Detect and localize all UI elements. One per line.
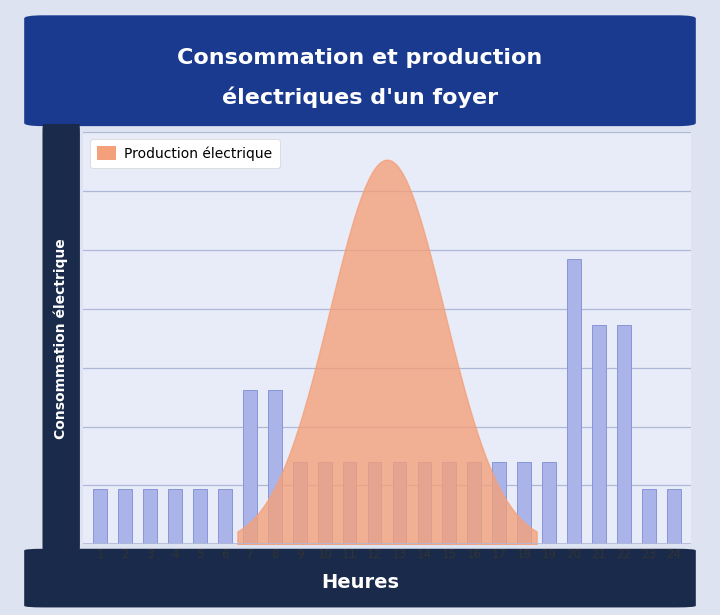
Bar bbox=[293, 462, 307, 544]
Bar bbox=[168, 490, 182, 544]
Bar bbox=[592, 325, 606, 544]
Bar bbox=[193, 490, 207, 544]
FancyBboxPatch shape bbox=[24, 15, 696, 126]
Bar bbox=[368, 462, 382, 544]
Bar bbox=[667, 490, 680, 544]
FancyBboxPatch shape bbox=[42, 124, 80, 552]
Bar bbox=[343, 462, 356, 544]
Bar bbox=[567, 258, 581, 544]
Bar bbox=[418, 462, 431, 544]
Bar bbox=[492, 462, 506, 544]
Bar bbox=[318, 462, 331, 544]
Bar bbox=[218, 490, 232, 544]
Bar bbox=[243, 391, 257, 544]
FancyBboxPatch shape bbox=[24, 549, 696, 608]
Text: Heures: Heures bbox=[321, 573, 399, 592]
Bar bbox=[143, 490, 157, 544]
Bar bbox=[542, 462, 556, 544]
Bar bbox=[443, 462, 456, 544]
Bar bbox=[467, 462, 481, 544]
Bar bbox=[517, 462, 531, 544]
Legend: Production électrique: Production électrique bbox=[90, 139, 279, 168]
Text: Consommation électrique: Consommation électrique bbox=[54, 238, 68, 438]
Bar bbox=[268, 391, 282, 544]
Bar bbox=[617, 325, 631, 544]
Bar bbox=[118, 490, 132, 544]
Bar bbox=[94, 490, 107, 544]
Bar bbox=[392, 462, 406, 544]
Text: électriques d'un foyer: électriques d'un foyer bbox=[222, 86, 498, 108]
Bar bbox=[642, 490, 656, 544]
Text: Consommation et production: Consommation et production bbox=[177, 48, 543, 68]
